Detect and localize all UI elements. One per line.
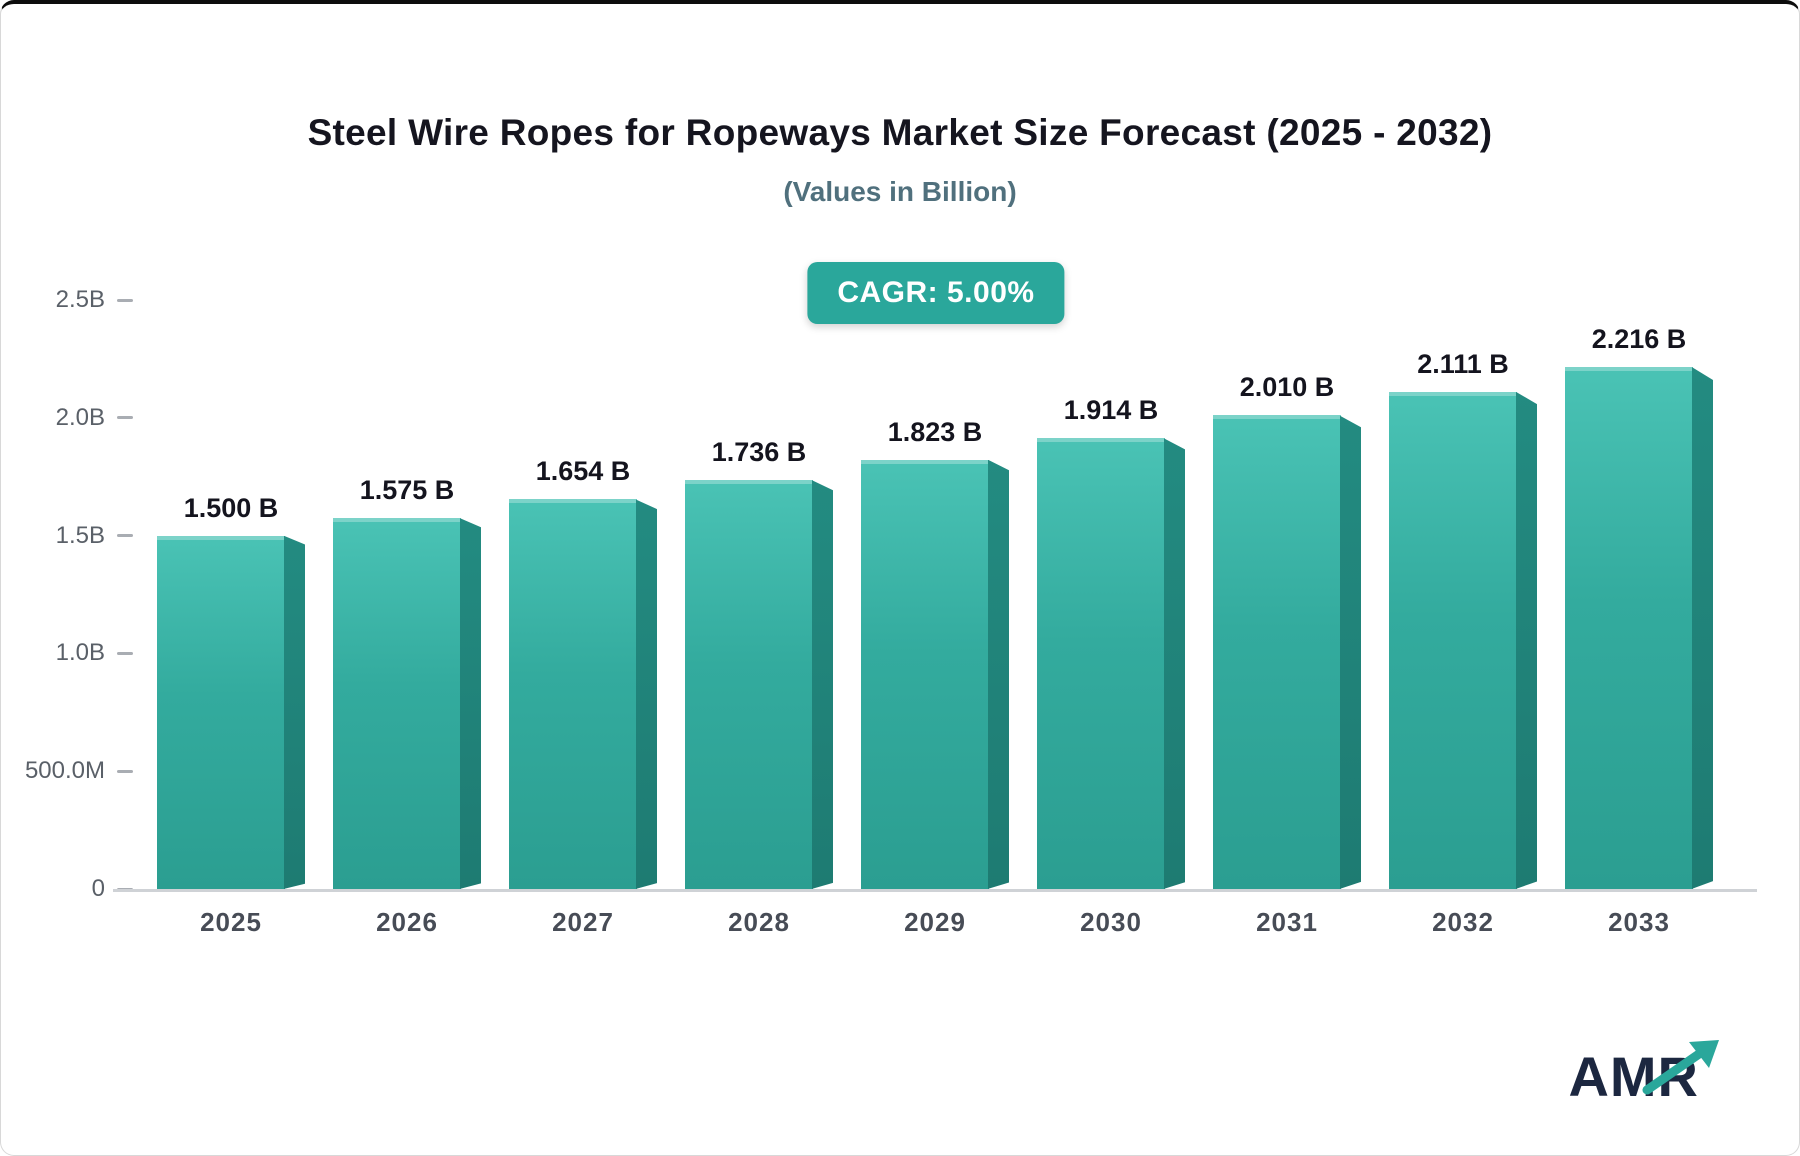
- bar-2027: [509, 499, 657, 889]
- bar-slot: 1.823 B: [859, 300, 1011, 889]
- bar-2028: [685, 480, 833, 889]
- bar-front-face: [157, 535, 286, 889]
- bar-front-face: [333, 517, 462, 889]
- y-tick-label: 0: [91, 875, 105, 902]
- bar-side-face: [1163, 438, 1185, 889]
- y-tick-label: 2.5B: [55, 286, 105, 313]
- bar-2031: [1213, 415, 1361, 889]
- bar-slot: 1.914 B: [1035, 300, 1187, 889]
- bar-front-face: [509, 499, 638, 889]
- x-axis-label: 2033: [1608, 907, 1670, 937]
- y-tick-label: 1.5B: [55, 521, 105, 549]
- bar-side-face: [1515, 391, 1537, 889]
- x-axis-label: 2027: [552, 907, 614, 937]
- bar-front-face: [1037, 438, 1166, 889]
- bar-value-label: 2.216 B: [1591, 323, 1687, 354]
- chart-title: Steel Wire Ropes for Ropeways Market Siz…: [307, 112, 1493, 153]
- y-tick: 2.0B: [1, 404, 133, 432]
- y-tick-mark: [117, 298, 133, 302]
- y-axis: 2.5B 2.0B 1.5B 1.0B 500.0M 0: [1, 286, 133, 902]
- bar-value-label: 1.736 B: [711, 437, 807, 467]
- growth-arrow-icon: [1642, 1040, 1719, 1095]
- brand-logo: AMR: [1568, 1040, 1719, 1109]
- bar-value-label: 1.500 B: [183, 492, 279, 523]
- bar-slot: 1.654 B: [507, 300, 659, 889]
- y-tick-label: 1.0B: [55, 639, 105, 667]
- bar-2032: [1389, 391, 1537, 889]
- y-tick-label: 2.0B: [55, 403, 105, 431]
- y-tick: 1.5B: [1, 522, 133, 550]
- bar-value-label: 1.914 B: [1063, 395, 1159, 426]
- y-tick: 1.0B: [1, 639, 133, 667]
- bar-slot: 2.010 B: [1211, 300, 1363, 889]
- bar-value-label: 2.111 B: [1417, 348, 1509, 379]
- cagr-badge: CAGR: 5.00%: [807, 262, 1065, 324]
- y-tick-mark: [117, 769, 133, 773]
- x-axis-label: 2028: [728, 907, 790, 937]
- bar-front-face: [1389, 391, 1518, 889]
- bar-2026: [333, 517, 481, 889]
- bar-front-face: [861, 459, 990, 889]
- bar-value-label: 1.654 B: [535, 456, 631, 487]
- x-axis-label: 2031: [1256, 907, 1318, 937]
- y-tick-mark: [117, 416, 133, 420]
- y-tick-label: 500.0M: [24, 757, 105, 785]
- y-tick-mark: [117, 534, 133, 538]
- chart-subtitle: (Values in Billion): [783, 176, 1017, 207]
- x-axis-line: [113, 889, 1757, 892]
- y-tick: 500.0M: [1, 757, 133, 785]
- x-axis-label: 2026: [376, 907, 438, 937]
- brand-logo-text: AMR: [1568, 1045, 1699, 1108]
- bar-value-label: 2.010 B: [1239, 372, 1335, 403]
- bar-value-label: 1.823 B: [887, 416, 983, 447]
- bar-side-face: [811, 480, 833, 889]
- x-axis-label: 2030: [1080, 907, 1142, 937]
- y-tick-mark: [117, 651, 133, 655]
- bar-slot: 1.736 B: [683, 300, 835, 889]
- bar-front-face: [1565, 366, 1694, 889]
- bar-2030: [1037, 438, 1185, 889]
- bar-2029: [861, 459, 1009, 889]
- x-axis-label: 2029: [904, 907, 966, 937]
- bar-side-face: [1339, 415, 1361, 889]
- bar-side-face: [987, 459, 1009, 889]
- bar-2033: [1565, 366, 1713, 889]
- x-axis-label: 2025: [200, 907, 262, 937]
- bar-slot: 1.500 B: [155, 300, 307, 889]
- x-axis: 2025 2026 2027 2028 2029 2030 2031 2032 2033: [141, 907, 1729, 938]
- bar-side-face: [635, 499, 657, 889]
- bar-value-label: 1.575 B: [359, 474, 455, 505]
- bar-slot: 2.111 B: [1387, 300, 1539, 889]
- plot-area: 1.500 B 1.575 B 1.654 B 1.736 B 1.823 B 1.914…: [141, 300, 1729, 889]
- bar-side-face: [459, 517, 481, 889]
- x-axis-label: 2032: [1432, 907, 1494, 937]
- bar-2025: [157, 535, 305, 889]
- y-tick: 2.5B: [1, 286, 133, 314]
- bar-slot: 2.216 B: [1563, 300, 1715, 889]
- bar-side-face: [283, 535, 305, 889]
- bars-row: 1.500 B 1.575 B 1.654 B 1.736 B 1.823 B 1.914…: [141, 300, 1729, 889]
- bar-front-face: [685, 480, 814, 889]
- bar-slot: 1.575 B: [331, 300, 483, 889]
- bar-side-face: [1691, 366, 1713, 889]
- bar-front-face: [1213, 415, 1342, 889]
